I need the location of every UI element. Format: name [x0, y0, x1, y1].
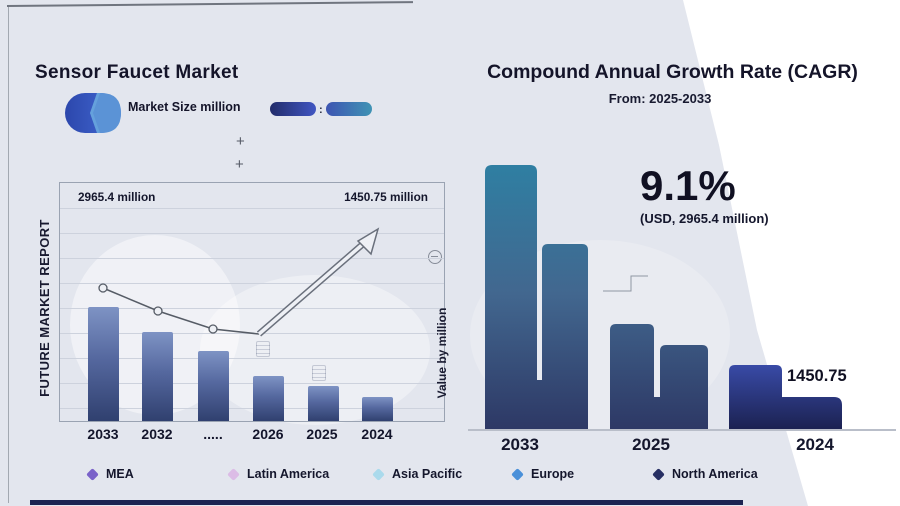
cagr-bar-2033-2 [542, 244, 588, 430]
x-label-2024: 2024 [796, 435, 834, 454]
x-label-2025: 2025 [632, 435, 670, 454]
legend-label: Asia Pacific [392, 467, 463, 481]
left-chart-max-value: 2965.4 million [78, 190, 156, 204]
x-label-2025: 2025 [306, 426, 338, 442]
legend-diamond-icon [227, 467, 240, 481]
x-label-2026: 2026 [252, 426, 284, 442]
brand-vertical-text: FUTURE MARKET REPORT [37, 219, 52, 397]
cagr-title: Compound Annual Growth Rate (CAGR) [487, 61, 858, 83]
legend-diamond-icon [86, 467, 99, 481]
left-chart-min-value: 1450.75 million [344, 190, 428, 204]
cagr-bar-2024-1 [729, 365, 782, 430]
left-chart-plot-area [59, 182, 445, 422]
frame-left-line [8, 6, 9, 503]
right-chart-value-label: 1450.75 [787, 367, 847, 385]
cagr-bar-2025-1 [610, 324, 654, 430]
legend-item-mea: MEA [86, 466, 134, 482]
pill-right [325, 102, 372, 116]
ratio-pills: : [270, 102, 372, 121]
gridline [60, 208, 444, 209]
pill-separator: : [319, 104, 323, 116]
legend-item-europe: Europe [511, 466, 575, 482]
gridline [60, 283, 444, 284]
document-watermark-icon [312, 365, 326, 381]
bar-2025 [308, 386, 339, 421]
legend-label: MEA [106, 467, 134, 481]
x-label-2033: 2033 [501, 435, 539, 454]
legend-item-asia-pacific: Asia Pacific [372, 466, 463, 482]
legend-label: Europe [531, 467, 575, 481]
bottom-accent-bar [30, 500, 743, 505]
plus-decoration: + [235, 156, 244, 173]
legend-diamond-icon [652, 467, 665, 481]
bar-..... [198, 351, 229, 421]
x-label-2032: 2032 [141, 426, 173, 442]
page-title: Sensor Faucet Market [35, 62, 239, 83]
pill-left [270, 102, 316, 116]
gridline [60, 258, 444, 259]
value-axis-vertical-label: Value by million [435, 307, 449, 399]
document-watermark-icon [256, 341, 270, 357]
gridline [60, 408, 444, 409]
legend-label: Latin America [247, 467, 330, 481]
bar-2032 [142, 332, 173, 421]
legend-item-latin-america: Latin America [227, 466, 330, 482]
x-label-2033: 2033 [87, 426, 119, 442]
cagr-bar-2033-1 [485, 165, 537, 430]
cagr-subtitle: From: 2025-2033 [608, 91, 712, 106]
market-size-label: Market Size million [128, 100, 241, 114]
bar-2024 [362, 397, 393, 421]
legend-item-north-america: North America [652, 466, 758, 482]
bar-2026 [253, 376, 284, 421]
cagr-basis: (USD, 2965.4 million) [640, 211, 769, 226]
x-label-2024: 2024 [361, 426, 393, 442]
circled-minus-icon [428, 250, 442, 264]
step-line-decoration [603, 275, 648, 292]
cagr-bar-2024-2 [775, 397, 842, 430]
legend-label: North America [672, 467, 758, 481]
legend-diamond-icon [511, 467, 524, 481]
cagr-bar-2025-2 [660, 345, 708, 430]
legend-diamond-icon [372, 467, 385, 481]
bar-2033 [88, 307, 119, 421]
cagr-value: 9.1% [640, 162, 736, 209]
gridline [60, 358, 444, 359]
gridline [60, 383, 444, 384]
plus-decoration: + [236, 133, 245, 150]
gridline [60, 233, 444, 234]
x-label-.....: ..... [203, 426, 223, 442]
cylinder-3d-icon [64, 92, 122, 134]
